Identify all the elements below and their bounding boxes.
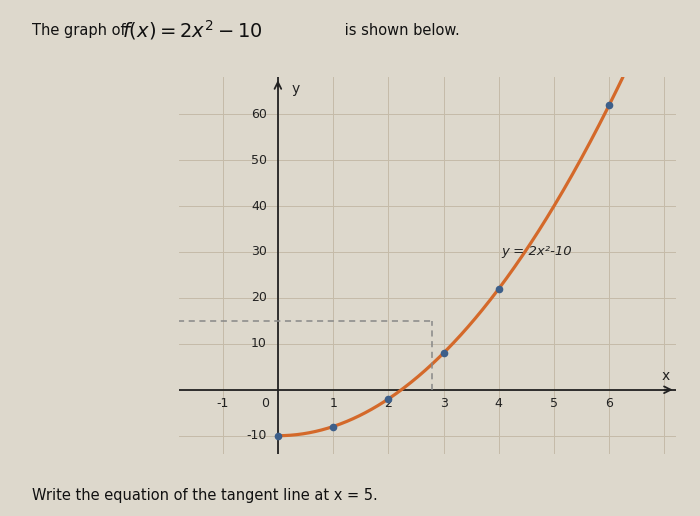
Text: 2: 2 (384, 397, 392, 410)
Text: x: x (662, 369, 670, 383)
Text: $f(x) = 2x^2 - 10$: $f(x) = 2x^2 - 10$ (122, 18, 263, 42)
Text: The graph of: The graph of (32, 23, 130, 38)
Text: 5: 5 (550, 397, 558, 410)
Text: y: y (292, 82, 300, 96)
Text: 50: 50 (251, 154, 267, 167)
Text: 30: 30 (251, 246, 267, 259)
Text: 3: 3 (440, 397, 447, 410)
Text: 10: 10 (251, 337, 267, 350)
Text: -1: -1 (216, 397, 229, 410)
Text: 0: 0 (262, 397, 270, 410)
Text: 4: 4 (495, 397, 503, 410)
Text: Write the equation of the tangent line at x = 5.: Write the equation of the tangent line a… (32, 488, 377, 503)
Text: 60: 60 (251, 108, 267, 121)
Text: y = 2x²-10: y = 2x²-10 (501, 246, 572, 259)
Text: 20: 20 (251, 292, 267, 304)
Text: 40: 40 (251, 200, 267, 213)
Text: 1: 1 (329, 397, 337, 410)
Text: is shown below.: is shown below. (340, 23, 459, 38)
Text: -10: -10 (246, 429, 267, 442)
Text: 6: 6 (606, 397, 613, 410)
